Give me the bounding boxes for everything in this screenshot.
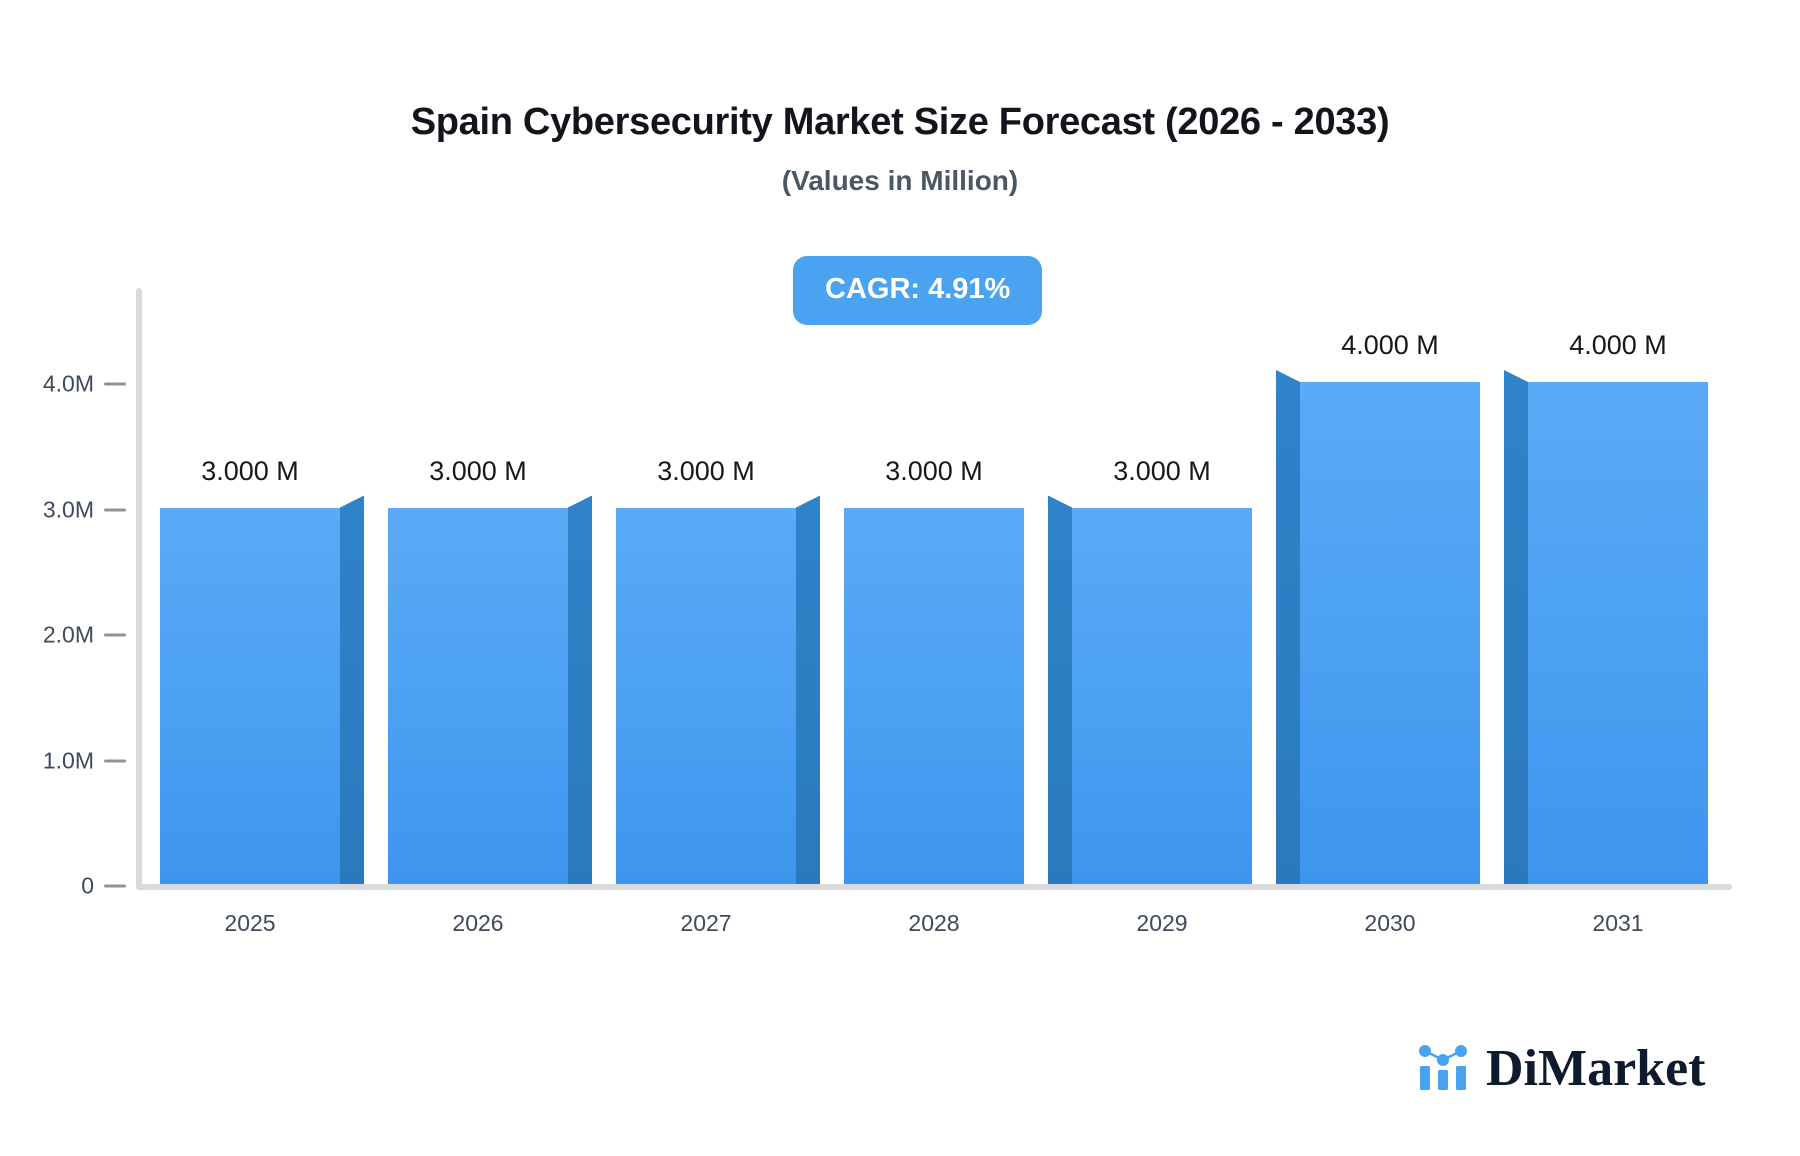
bar-front-face — [616, 507, 796, 884]
bar-column[interactable] — [844, 288, 1024, 884]
brand-name: DiMarket — [1486, 1039, 1706, 1097]
bar-side-face — [568, 495, 592, 884]
bar-side-face — [1504, 370, 1528, 884]
y-axis-tick-label: 1.0M — [42, 747, 94, 773]
bar-chart-trend-icon — [1416, 1040, 1472, 1097]
bar-column[interactable] — [1504, 288, 1708, 884]
bar-value-label: 3.000 M — [657, 455, 755, 486]
y-axis-tick-label: 3.0M — [42, 496, 94, 522]
brand-logo: DiMarket — [1416, 1040, 1705, 1097]
bar-front-face — [1528, 382, 1708, 884]
x-axis-tick-label: 2026 — [452, 910, 504, 936]
y-axis-tick-mark — [104, 508, 126, 511]
x-axis-tick-label: 2029 — [1136, 910, 1188, 936]
bar-front-face — [1072, 507, 1252, 884]
bar-series — [136, 288, 1732, 884]
bar-column[interactable] — [1276, 288, 1480, 884]
y-axis-tick-label: 4.0M — [42, 370, 94, 397]
bar-column[interactable] — [388, 288, 592, 884]
x-axis-line — [136, 884, 1732, 890]
y-axis-tick-label: 2.0M — [42, 621, 94, 648]
page-title: Spain Cybersecurity Market Size Forecast… — [410, 101, 1390, 143]
y-axis-tick-mark — [104, 884, 126, 888]
y-axis-tick-label: 0 — [81, 872, 94, 899]
cagr-badge: CAGR: 4.91% — [793, 256, 1043, 325]
bar-value-label: 3.000 M — [201, 455, 299, 486]
x-axis-tick-label: 2028 — [908, 910, 960, 936]
y-axis-tick-mark — [104, 382, 126, 386]
x-axis-tick-label: 2025 — [224, 910, 276, 936]
y-axis-tick-mark — [104, 759, 126, 762]
bar-side-face — [1276, 370, 1300, 884]
chart-header: Spain Cybersecurity Market Size Forecast… — [0, 0, 1800, 197]
bar-value-label: 3.000 M — [1113, 455, 1211, 486]
bar-value-label: 4.000 M — [1341, 330, 1439, 360]
chart-subtitle: (Values in Million) — [781, 164, 1019, 196]
bar-front-face — [160, 507, 340, 884]
bar-column[interactable] — [160, 288, 364, 884]
bar-front-face — [1300, 382, 1480, 884]
bar-value-label: 4.000 M — [1569, 330, 1667, 360]
x-axis-tick-label: 2027 — [680, 910, 732, 936]
bar-value-label: 3.000 M — [429, 455, 527, 486]
bar-column[interactable] — [1048, 288, 1252, 884]
bar-side-face — [1048, 495, 1072, 884]
y-axis-tick-mark — [104, 633, 126, 637]
bar-front-face — [388, 507, 568, 884]
y-axis-line — [136, 288, 142, 888]
bar-side-face — [796, 495, 820, 884]
bar-value-label: 3.000 M — [885, 455, 983, 486]
bar-column[interactable] — [616, 288, 820, 884]
x-axis-tick-label: 2031 — [1592, 910, 1644, 936]
x-axis-tick-label: 2030 — [1364, 910, 1416, 936]
bar-side-face — [340, 495, 364, 884]
bar-front-face — [844, 507, 1024, 884]
